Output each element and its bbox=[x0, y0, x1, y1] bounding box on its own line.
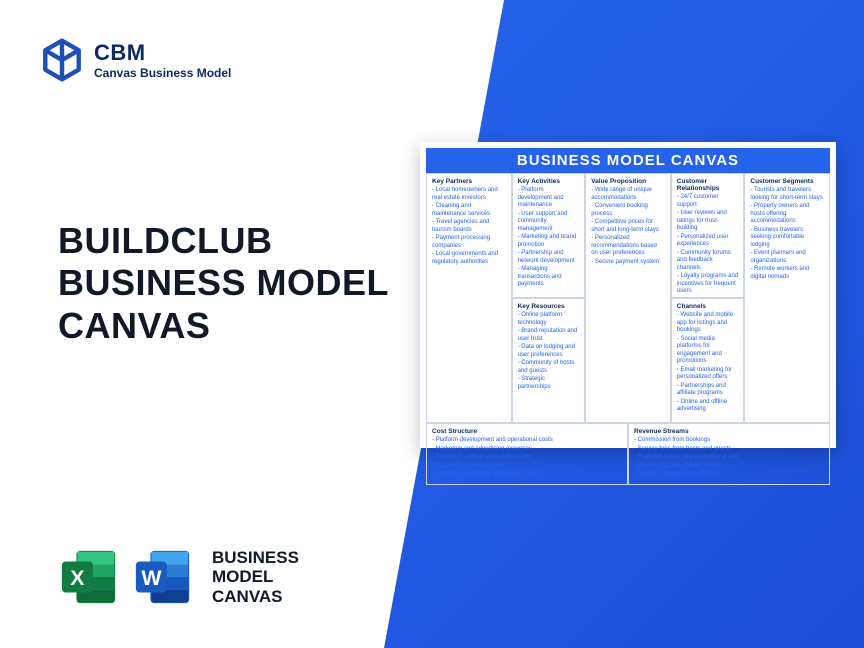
footer-line-3: CANVAS bbox=[212, 587, 299, 607]
list-item: Legal and regulatory compliance costs bbox=[432, 471, 622, 479]
cell-label: Channels bbox=[677, 303, 739, 310]
list-item: Partnerships and affiliate programs bbox=[677, 383, 739, 398]
list-item: Loyalty programs and incentives for freq… bbox=[677, 273, 739, 296]
list-item: User reviews and ratings for trust-build… bbox=[677, 210, 739, 233]
cell-label: Key Resources bbox=[518, 303, 580, 310]
cell-label: Value Proposition bbox=[591, 178, 665, 185]
footer-label: BUSINESS MODEL CANVAS bbox=[212, 548, 299, 607]
list-item: Social media platforms for engagement an… bbox=[677, 336, 739, 366]
list-item: Tourists and travelers looking for short… bbox=[750, 187, 824, 202]
list-item: Platform development and operational cos… bbox=[432, 437, 622, 445]
cell-items: Platform development and maintenanceUser… bbox=[518, 187, 580, 289]
cell-channels: Channels Website and mobile app for list… bbox=[671, 298, 745, 423]
list-item: Competitive prices for short and long-te… bbox=[591, 219, 665, 234]
cell-key-resources: Key Resources Online platform technology… bbox=[512, 298, 586, 423]
canvas-preview: BUSINESS MODEL CANVAS Key Partners Local… bbox=[420, 142, 836, 448]
cell-label: Revenue Streams bbox=[634, 428, 824, 435]
cell-revenue-streams: Revenue Streams Commission from bookings… bbox=[628, 423, 830, 485]
cbm-logo-icon bbox=[40, 38, 84, 82]
footer-line-1: BUSINESS bbox=[212, 548, 299, 568]
list-item: Online and offline advertising bbox=[677, 399, 739, 414]
footer-apps: X W BUSINESS MODEL CANVAS bbox=[58, 546, 299, 608]
list-item: Wide range of unique accommodations bbox=[591, 187, 665, 202]
footer-line-2: MODEL bbox=[212, 567, 299, 587]
list-item: Personalized recommendations based on us… bbox=[591, 235, 665, 258]
excel-icon: X bbox=[58, 546, 120, 608]
cell-items: Platform development and operational cos… bbox=[432, 437, 622, 479]
list-item: Managing transactions and payments bbox=[518, 266, 580, 289]
title-line-2: BUSINESS MODEL bbox=[58, 262, 458, 304]
list-item: Marketing and brand promotion bbox=[518, 234, 580, 249]
list-item: Property owners and hosts offering accom… bbox=[750, 203, 824, 226]
list-item: Commission from bookings bbox=[634, 437, 824, 445]
cell-label: Cost Structure bbox=[432, 428, 622, 435]
title-line-1: BUILDCLUB bbox=[58, 220, 458, 262]
list-item: Community of hosts and guests bbox=[518, 360, 580, 375]
cell-items: 24/7 customer supportUser reviews and ra… bbox=[677, 194, 739, 296]
list-item: Data on lodging and user preferences bbox=[518, 344, 580, 359]
list-item: Convenient booking process bbox=[591, 203, 665, 218]
cell-key-partners: Key Partners Local homeowners and real e… bbox=[426, 173, 512, 423]
header-logo: CBM Canvas Business Model bbox=[40, 38, 231, 82]
list-item: Marketing and advertising expenses bbox=[432, 446, 622, 454]
list-item: Remote workers and digital nomads bbox=[750, 266, 824, 281]
cell-key-activities: Key Activities Platform development and … bbox=[512, 173, 586, 298]
logo-subtitle: Canvas Business Model bbox=[94, 66, 231, 80]
list-item: Secure payment system bbox=[591, 259, 665, 267]
svg-text:W: W bbox=[141, 566, 162, 590]
cell-customer-relationships: Customer Relationships 24/7 customer sup… bbox=[671, 173, 745, 298]
list-item: Payment processing fees bbox=[432, 463, 622, 471]
cell-items: Website and mobile app for listings and … bbox=[677, 312, 739, 414]
list-item: Strategic partnerships bbox=[518, 376, 580, 391]
logo-title: CBM bbox=[94, 40, 231, 66]
list-item: 24/7 customer support bbox=[677, 194, 739, 209]
list-item: Cleaning and maintenance services bbox=[432, 203, 506, 218]
cell-label: Key Partners bbox=[432, 178, 506, 185]
list-item: Business travelers seeking comfortable l… bbox=[750, 227, 824, 250]
cell-label: Customer Relationships bbox=[677, 178, 739, 192]
cell-items: Tourists and travelers looking for short… bbox=[750, 187, 824, 281]
list-item: Local homeowners and real estate investo… bbox=[432, 187, 506, 202]
cell-label: Customer Segments bbox=[750, 178, 824, 185]
page-title: BUILDCLUB BUSINESS MODEL CANVAS bbox=[58, 220, 458, 347]
title-line-3: CANVAS bbox=[58, 305, 458, 347]
cell-cost-structure: Cost Structure Platform development and … bbox=[426, 423, 628, 485]
cell-value-proposition: Value Proposition Wide range of unique a… bbox=[585, 173, 671, 423]
canvas-title: BUSINESS MODEL CANVAS bbox=[426, 148, 830, 173]
cell-items: Local homeowners and real estate investo… bbox=[432, 187, 506, 266]
cell-customer-segments: Customer Segments Tourists and travelers… bbox=[744, 173, 830, 423]
list-item: Service fees from hosts and guests bbox=[634, 446, 824, 454]
list-item: User support and community management bbox=[518, 211, 580, 234]
list-item: Community forums and feedback channels bbox=[677, 250, 739, 273]
canvas-grid: Key Partners Local homeowners and real e… bbox=[426, 173, 830, 485]
list-item: Ancillary services and products bbox=[634, 471, 824, 479]
list-item: Online platform technology bbox=[518, 312, 580, 327]
list-item: Website and mobile app for listings and … bbox=[677, 312, 739, 335]
svg-text:X: X bbox=[70, 566, 85, 590]
list-item: Featured listings and promotional fees bbox=[634, 454, 824, 462]
list-item: Event planners and organizations bbox=[750, 250, 824, 265]
list-item: Platform development and maintenance bbox=[518, 187, 580, 210]
cell-items: Commission from bookingsService fees fro… bbox=[634, 437, 824, 479]
list-item: Payment processing companies bbox=[432, 235, 506, 250]
cell-items: Wide range of unique accommodationsConve… bbox=[591, 187, 665, 266]
word-icon: W bbox=[132, 546, 194, 608]
list-item: Personalized user experiences bbox=[677, 234, 739, 249]
list-item: Customer support and service costs bbox=[432, 454, 622, 462]
list-item: Travel agencies and tourism boards bbox=[432, 219, 506, 234]
list-item: Partnership and network development bbox=[518, 250, 580, 265]
list-item: Brand reputation and user trust bbox=[518, 328, 580, 343]
list-item: Local governments and regulatory authori… bbox=[432, 251, 506, 266]
list-item: Partnership and affiliate income bbox=[634, 463, 824, 471]
cell-label: Key Activities bbox=[518, 178, 580, 185]
list-item: Email marketing for personalized offers bbox=[677, 367, 739, 382]
cell-items: Online platform technologyBrand reputati… bbox=[518, 312, 580, 391]
